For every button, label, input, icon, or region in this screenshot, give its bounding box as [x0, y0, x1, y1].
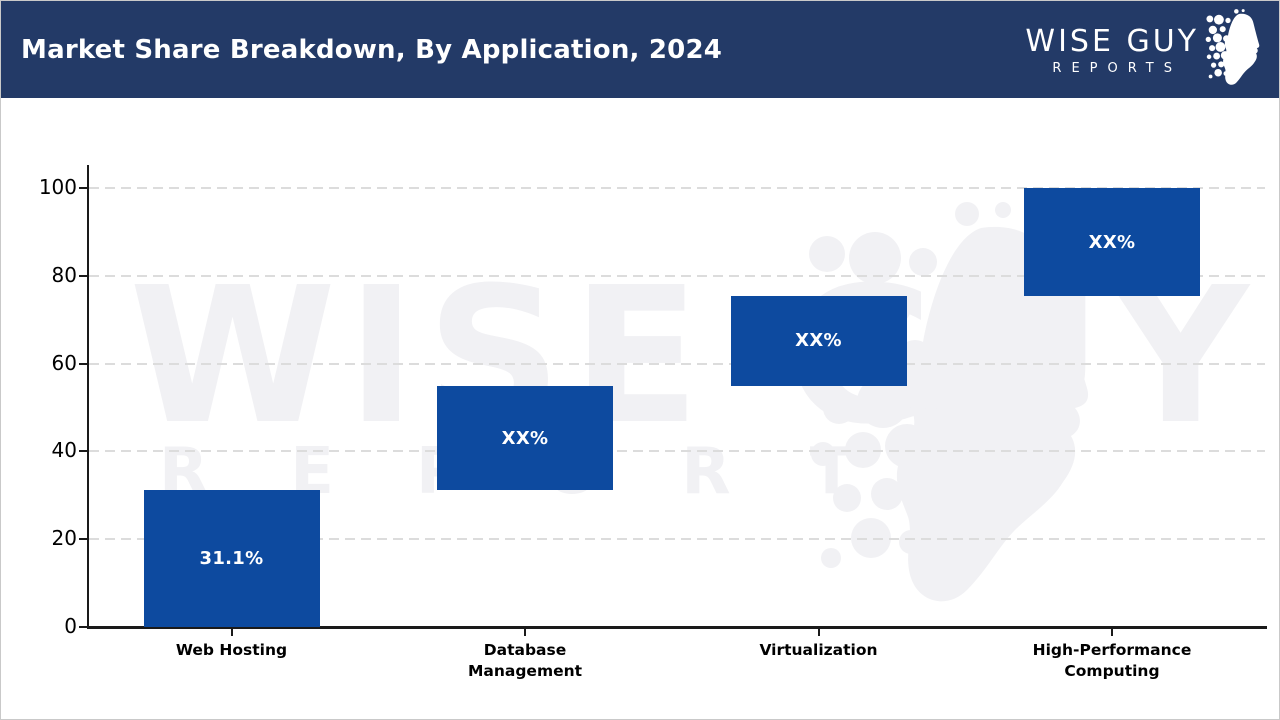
y-axis-spine: [87, 165, 89, 629]
x-tick-label: Web Hosting: [175, 641, 288, 659]
bar-value-label: 31.1%: [199, 548, 264, 570]
gridline: [89, 450, 1265, 453]
gridline: [89, 362, 1265, 365]
x-tick-mark: [230, 628, 233, 636]
logo-wiseguy-text: WISE GUY: [1025, 23, 1199, 59]
chart-title: Market Share Breakdown, By Application, …: [21, 34, 723, 65]
y-tick-label: 80: [51, 262, 77, 287]
x-tick-mark: [817, 628, 820, 636]
y-tick-mark: [79, 362, 87, 365]
x-tick-mark: [524, 628, 526, 636]
logo-text: WISE GUY REPORTS: [1025, 24, 1199, 76]
bar-value-label: XX%: [795, 330, 842, 352]
x-tick-mark: [1111, 628, 1113, 636]
y-tick-label: 100: [38, 175, 77, 199]
bar: XX%: [730, 296, 907, 386]
gridline: [89, 187, 1265, 189]
bar-value-label: XX%: [501, 427, 549, 449]
logo-head-icon: [1205, 8, 1260, 85]
x-tick-label: High-Performance Computing: [1032, 641, 1192, 680]
x-tick-label: Database Management: [467, 641, 583, 680]
logo: WISE GUY REPORTS: [1025, 8, 1275, 92]
bar: 31.1%: [143, 490, 320, 627]
y-tick-mark: [79, 538, 87, 541]
y-tick-mark: [79, 274, 87, 277]
y-tick-label: 0: [64, 614, 77, 638]
y-tick-mark: [79, 626, 87, 628]
bar: XX%: [1024, 188, 1200, 297]
bar-value-label: XX%: [1088, 231, 1136, 253]
y-tick-mark: [79, 450, 87, 453]
y-tick-label: 40: [51, 438, 77, 463]
y-tick-label: 20: [51, 526, 77, 551]
gridline: [89, 538, 1265, 541]
logo-reports-text: REPORTS: [1052, 60, 1183, 76]
x-axis-spine: [87, 626, 1267, 629]
bar: XX%: [437, 385, 613, 491]
header: Market Share Breakdown, By Application, …: [1, 1, 1279, 98]
y-tick-label: 60: [51, 350, 77, 375]
gridline: [89, 274, 1265, 277]
x-tick-label: Virtualization: [759, 641, 878, 659]
y-tick-mark: [79, 187, 87, 189]
